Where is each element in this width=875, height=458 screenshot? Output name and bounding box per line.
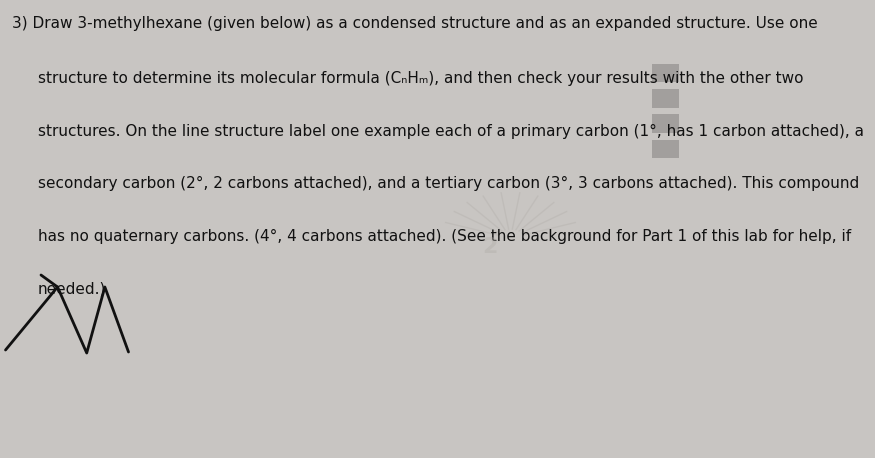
Bar (652, 89, 680, 108)
Text: has no quaternary carbons. (4°, 4 carbons attached). (See the background for Par: has no quaternary carbons. (4°, 4 carbon… (38, 229, 851, 244)
Text: needed.): needed.) (38, 282, 107, 297)
Text: structures. On the line structure label one example each of a primary carbon (1°: structures. On the line structure label … (38, 124, 864, 139)
Bar (652, 140, 680, 158)
Text: 3) Draw 3-methylhexane (given below) as a condensed structure and as an expanded: 3) Draw 3-methylhexane (given below) as … (12, 16, 818, 31)
Text: structure to determine its molecular formula (CₙHₘ), and then check your results: structure to determine its molecular for… (38, 71, 803, 86)
Bar (652, 114, 680, 133)
Bar (652, 64, 680, 82)
Text: secondary carbon (2°, 2 carbons attached), and a tertiary carbon (3°, 3 carbons : secondary carbon (2°, 2 carbons attached… (38, 176, 859, 191)
Text: 2: 2 (482, 237, 498, 257)
